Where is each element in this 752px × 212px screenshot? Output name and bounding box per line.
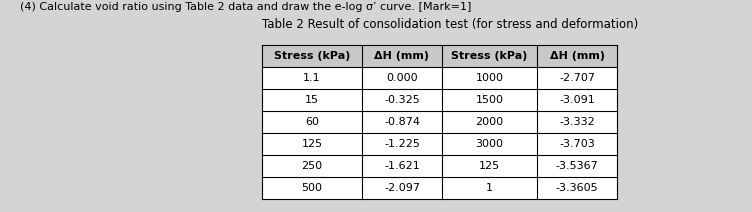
Text: 250: 250: [302, 161, 323, 171]
Text: 1500: 1500: [475, 95, 504, 105]
Text: (4) Calculate void ratio using Table 2 data and draw the e-log σ’ curve. [Mark=1: (4) Calculate void ratio using Table 2 d…: [20, 2, 472, 12]
Text: ΔH (mm): ΔH (mm): [550, 51, 605, 61]
Bar: [262, 45, 617, 199]
Text: 125: 125: [479, 161, 500, 171]
Text: -0.874: -0.874: [384, 117, 420, 127]
Text: 0.000: 0.000: [387, 73, 418, 83]
Bar: [262, 45, 617, 67]
Text: ΔH (mm): ΔH (mm): [374, 51, 429, 61]
Text: 15: 15: [305, 95, 319, 105]
Text: Table 2 Result of consolidation test (for stress and deformation): Table 2 Result of consolidation test (fo…: [262, 18, 638, 31]
Text: -3.3605: -3.3605: [556, 183, 599, 193]
Text: 500: 500: [302, 183, 323, 193]
Text: 60: 60: [305, 117, 319, 127]
Text: -3.703: -3.703: [559, 139, 595, 149]
Text: -1.621: -1.621: [384, 161, 420, 171]
Text: Stress (kPa): Stress (kPa): [451, 51, 528, 61]
Text: -2.097: -2.097: [384, 183, 420, 193]
Text: Stress (kPa): Stress (kPa): [274, 51, 350, 61]
Text: 1: 1: [486, 183, 493, 193]
Text: 125: 125: [302, 139, 323, 149]
Text: -3.5367: -3.5367: [556, 161, 599, 171]
Text: -3.091: -3.091: [559, 95, 595, 105]
Text: -2.707: -2.707: [559, 73, 595, 83]
Text: -1.225: -1.225: [384, 139, 420, 149]
Text: 1.1: 1.1: [303, 73, 321, 83]
Text: 3000: 3000: [475, 139, 504, 149]
Text: -0.325: -0.325: [384, 95, 420, 105]
Text: 2000: 2000: [475, 117, 504, 127]
Text: -3.332: -3.332: [559, 117, 595, 127]
Text: 1000: 1000: [475, 73, 504, 83]
